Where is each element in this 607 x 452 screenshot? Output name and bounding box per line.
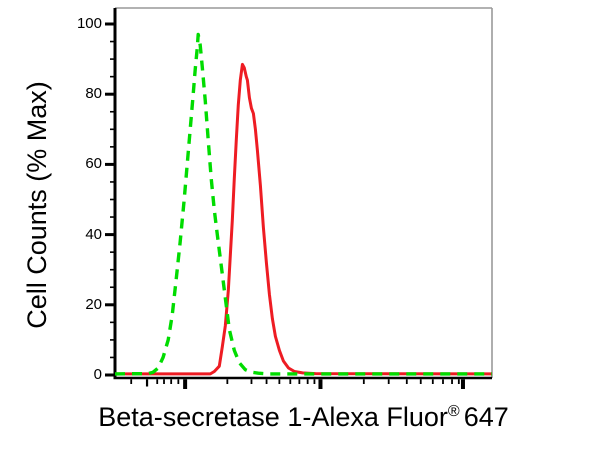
y-tick-label-0: 0	[93, 366, 102, 383]
y-tick-label-60: 60	[85, 155, 102, 173]
x-axis-title-suffix: 647	[463, 402, 509, 432]
y-tick-label-80: 80	[85, 85, 102, 103]
y-axis-title: Cell Counts (% Max)	[22, 81, 52, 329]
y-tick-label-40: 40	[85, 225, 102, 243]
y-tick-label-100: 100	[76, 15, 102, 32]
x-axis-title-main: Beta-secretase 1-Alexa Fluor	[98, 402, 448, 432]
series-green-dashed-peak	[114, 32, 492, 376]
y-tick-label-20: 20	[85, 295, 102, 313]
x-axis-title: Beta-secretase 1-Alexa Fluor® 647	[0, 402, 607, 433]
registered-trademark-symbol: ®	[447, 403, 460, 420]
